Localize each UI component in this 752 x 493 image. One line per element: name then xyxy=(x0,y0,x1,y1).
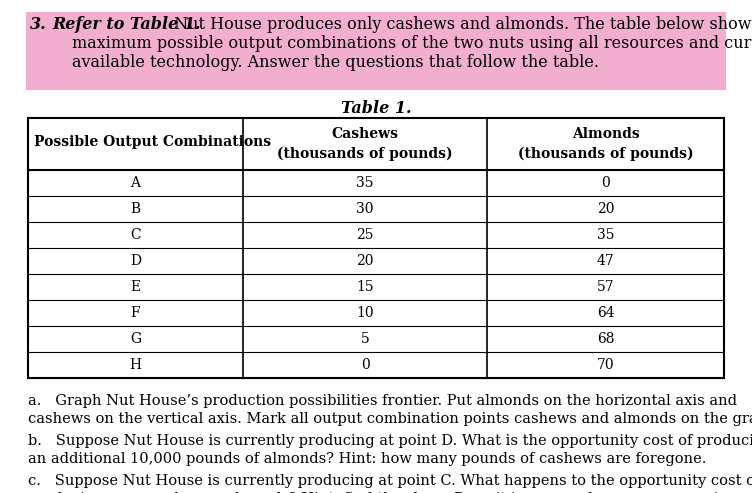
Text: H: H xyxy=(129,358,141,372)
Text: 5: 5 xyxy=(361,332,369,346)
Text: 64: 64 xyxy=(596,306,614,320)
Text: Cashews
(thousands of pounds): Cashews (thousands of pounds) xyxy=(277,127,453,161)
Text: 0: 0 xyxy=(601,176,610,190)
Text: Almonds
(thousands of pounds): Almonds (thousands of pounds) xyxy=(517,127,693,161)
Text: 20: 20 xyxy=(597,202,614,216)
Text: D: D xyxy=(130,254,141,268)
Text: A: A xyxy=(131,176,141,190)
Text: Possible Output Combinations: Possible Output Combinations xyxy=(34,135,271,149)
Text: 35: 35 xyxy=(597,228,614,242)
Text: C: C xyxy=(130,228,141,242)
Text: 47: 47 xyxy=(596,254,614,268)
Text: c.   Suppose Nut House is currently producing at point C. What happens to the op: c. Suppose Nut House is currently produc… xyxy=(28,474,752,493)
Text: Nut House produces only cashews and almonds. The table below shows the: Nut House produces only cashews and almo… xyxy=(169,16,752,33)
Text: maximum possible output combinations of the two nuts using all resources and cur: maximum possible output combinations of … xyxy=(72,35,752,52)
Text: 15: 15 xyxy=(356,280,374,294)
Text: b.   Suppose Nut House is currently producing at point D. What is the opportunit: b. Suppose Nut House is currently produc… xyxy=(28,434,752,466)
Text: B: B xyxy=(130,202,141,216)
Text: 57: 57 xyxy=(596,280,614,294)
Text: 10: 10 xyxy=(356,306,374,320)
Text: 25: 25 xyxy=(356,228,374,242)
Text: available technology. Answer the questions that follow the table.: available technology. Answer the questio… xyxy=(72,54,599,71)
Text: 0: 0 xyxy=(361,358,369,372)
Text: Refer to Table 1.: Refer to Table 1. xyxy=(52,16,201,33)
Bar xyxy=(28,118,724,378)
Text: 68: 68 xyxy=(597,332,614,346)
Text: E: E xyxy=(130,280,141,294)
Text: F: F xyxy=(131,306,141,320)
Text: G: G xyxy=(130,332,141,346)
Text: 35: 35 xyxy=(356,176,374,190)
Text: Table 1.: Table 1. xyxy=(341,100,411,117)
Text: 30: 30 xyxy=(356,202,374,216)
Text: 20: 20 xyxy=(356,254,374,268)
Text: a.   Graph Nut House’s production possibilities frontier. Put almonds on the hor: a. Graph Nut House’s production possibil… xyxy=(28,394,752,426)
Text: 3.: 3. xyxy=(30,16,47,33)
Bar xyxy=(26,12,726,90)
Text: 70: 70 xyxy=(596,358,614,372)
